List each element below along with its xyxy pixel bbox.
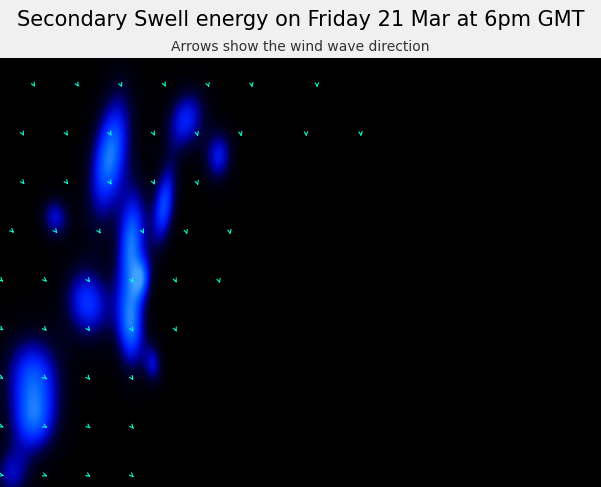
Text: Arrows show the wind wave direction: Arrows show the wind wave direction	[171, 40, 430, 54]
Text: Secondary Swell energy on Friday 21 Mar at 6pm GMT: Secondary Swell energy on Friday 21 Mar …	[17, 10, 584, 31]
